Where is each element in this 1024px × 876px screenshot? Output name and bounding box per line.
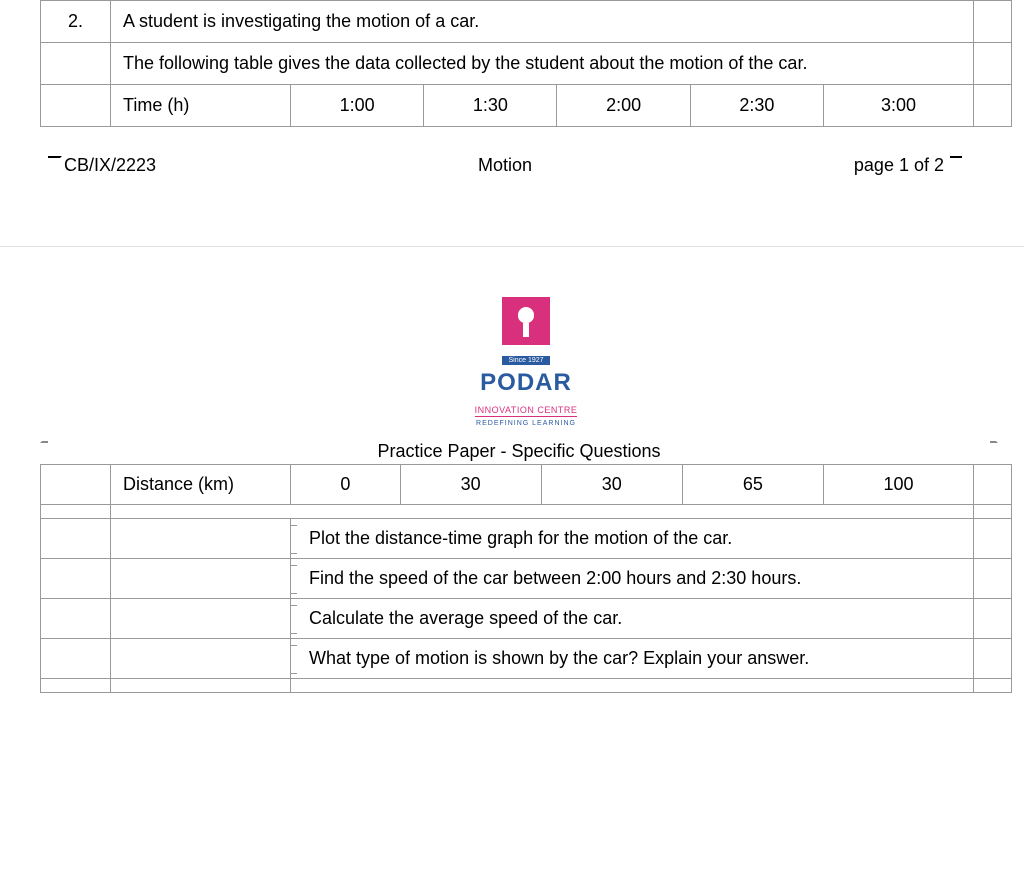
page2-crop-marks: Practice Paper - Specific Questions <box>40 433 1012 464</box>
empty-cell <box>974 519 1012 559</box>
page1-fragment: 2. A student is investigating the motion… <box>0 0 1024 176</box>
page-divider <box>0 246 1024 247</box>
page-indicator: page 1 of 2 <box>854 155 944 176</box>
question-number: 2. <box>41 1 111 43</box>
spacer-row <box>41 679 1012 693</box>
subquestion-row: Find the speed of the car between 2:00 h… <box>41 559 1012 599</box>
footer-center: Motion <box>478 155 532 176</box>
brand-tagline: REDEFINING LEARNING <box>40 420 1012 427</box>
page1-footer: CB/IX/2223 Motion page 1 of 2 <box>40 127 1012 176</box>
logo-since: Since 1927 <box>502 356 550 365</box>
subquestion-row: Calculate the average speed of the car. <box>41 599 1012 639</box>
time-label: Time (h) <box>111 85 291 127</box>
empty-cell <box>41 599 111 639</box>
crop-mark-icon <box>990 433 998 443</box>
empty-cell <box>41 559 111 599</box>
description-row: The following table gives the data colle… <box>41 43 1012 85</box>
empty-cell <box>974 465 1012 505</box>
distance-label: Distance (km) <box>111 465 291 505</box>
empty-cell <box>974 599 1012 639</box>
marks-cell <box>974 1 1012 43</box>
paper-title: Practice Paper - Specific Questions <box>377 441 660 462</box>
description-text: The following table gives the data colle… <box>111 43 974 85</box>
question-table: 2. A student is investigating the motion… <box>40 0 1012 127</box>
empty-cell <box>41 43 111 85</box>
brand-name: PODAR <box>40 369 1012 397</box>
empty-cell <box>111 639 291 679</box>
distance-value: 30 <box>400 465 541 505</box>
subquestion-row: What type of motion is shown by the car?… <box>41 639 1012 679</box>
podar-tree-icon <box>502 297 550 345</box>
empty-cell <box>111 599 291 639</box>
empty-cell <box>974 559 1012 599</box>
spacer-row <box>41 505 1012 519</box>
empty-cell <box>974 639 1012 679</box>
empty-cell <box>41 465 111 505</box>
subquestion-text: What type of motion is shown by the car?… <box>291 639 974 679</box>
empty-cell <box>41 85 111 127</box>
logo-block: Since 1927 PODAR INNOVATION CENTRE REDEF… <box>40 297 1012 427</box>
time-value: 2:30 <box>690 85 823 127</box>
distance-value: 100 <box>824 465 974 505</box>
empty-cell <box>111 559 291 599</box>
time-value: 1:00 <box>291 85 424 127</box>
distance-value: 65 <box>682 465 823 505</box>
empty-cell <box>111 519 291 559</box>
distance-row: Distance (km) 0 30 30 65 100 <box>41 465 1012 505</box>
empty-cell <box>41 639 111 679</box>
empty-cell <box>41 519 111 559</box>
page2-fragment: Since 1927 PODAR INNOVATION CENTRE REDEF… <box>0 297 1024 693</box>
crop-mark-icon <box>40 433 48 443</box>
brand-subtitle: INNOVATION CENTRE <box>475 405 578 417</box>
distance-table: Distance (km) 0 30 30 65 100 Plot the di… <box>40 464 1012 693</box>
doc-code: CB/IX/2223 <box>64 155 156 176</box>
time-value: 1:30 <box>424 85 557 127</box>
distance-value: 0 <box>291 465 401 505</box>
footer-right: page 1 of 2 <box>854 155 962 176</box>
subquestion-row: Plot the distance-time graph for the mot… <box>41 519 1012 559</box>
subquestion-text: Find the speed of the car between 2:00 h… <box>291 559 974 599</box>
time-value: 2:00 <box>557 85 690 127</box>
time-value: 3:00 <box>824 85 974 127</box>
time-row: Time (h) 1:00 1:30 2:00 2:30 3:00 <box>41 85 1012 127</box>
footer-left: CB/IX/2223 <box>48 155 156 176</box>
distance-value: 30 <box>541 465 682 505</box>
question-row: 2. A student is investigating the motion… <box>41 1 1012 43</box>
question-text: A student is investigating the motion of… <box>111 1 974 43</box>
page-gap <box>0 176 1024 246</box>
subquestion-text: Plot the distance-time graph for the mot… <box>291 519 974 559</box>
empty-cell <box>974 85 1012 127</box>
empty-cell <box>974 43 1012 85</box>
subquestion-text: Calculate the average speed of the car. <box>291 599 974 639</box>
